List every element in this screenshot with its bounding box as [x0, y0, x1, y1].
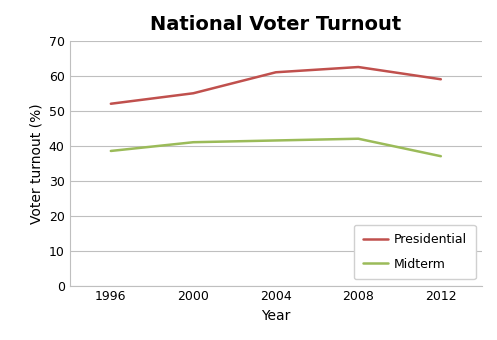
Midterm [108, 149, 114, 153]
Midterm [273, 138, 279, 142]
X-axis label: Year: Year [261, 309, 291, 323]
Legend: Presidential, Midterm: Presidential, Midterm [354, 225, 476, 279]
Presidential [190, 91, 196, 95]
Title: National Voter Turnout: National Voter Turnout [150, 15, 402, 34]
Midterm [355, 137, 361, 141]
Y-axis label: Voter turnout (%): Voter turnout (%) [29, 103, 43, 223]
Presidential [355, 65, 361, 69]
Midterm [190, 140, 196, 144]
Presidential [438, 77, 444, 81]
Line: Presidential: Presidential [111, 67, 441, 104]
Line: Midterm: Midterm [111, 139, 441, 156]
Midterm [438, 154, 444, 158]
Presidential [273, 70, 279, 74]
Presidential [108, 102, 114, 106]
